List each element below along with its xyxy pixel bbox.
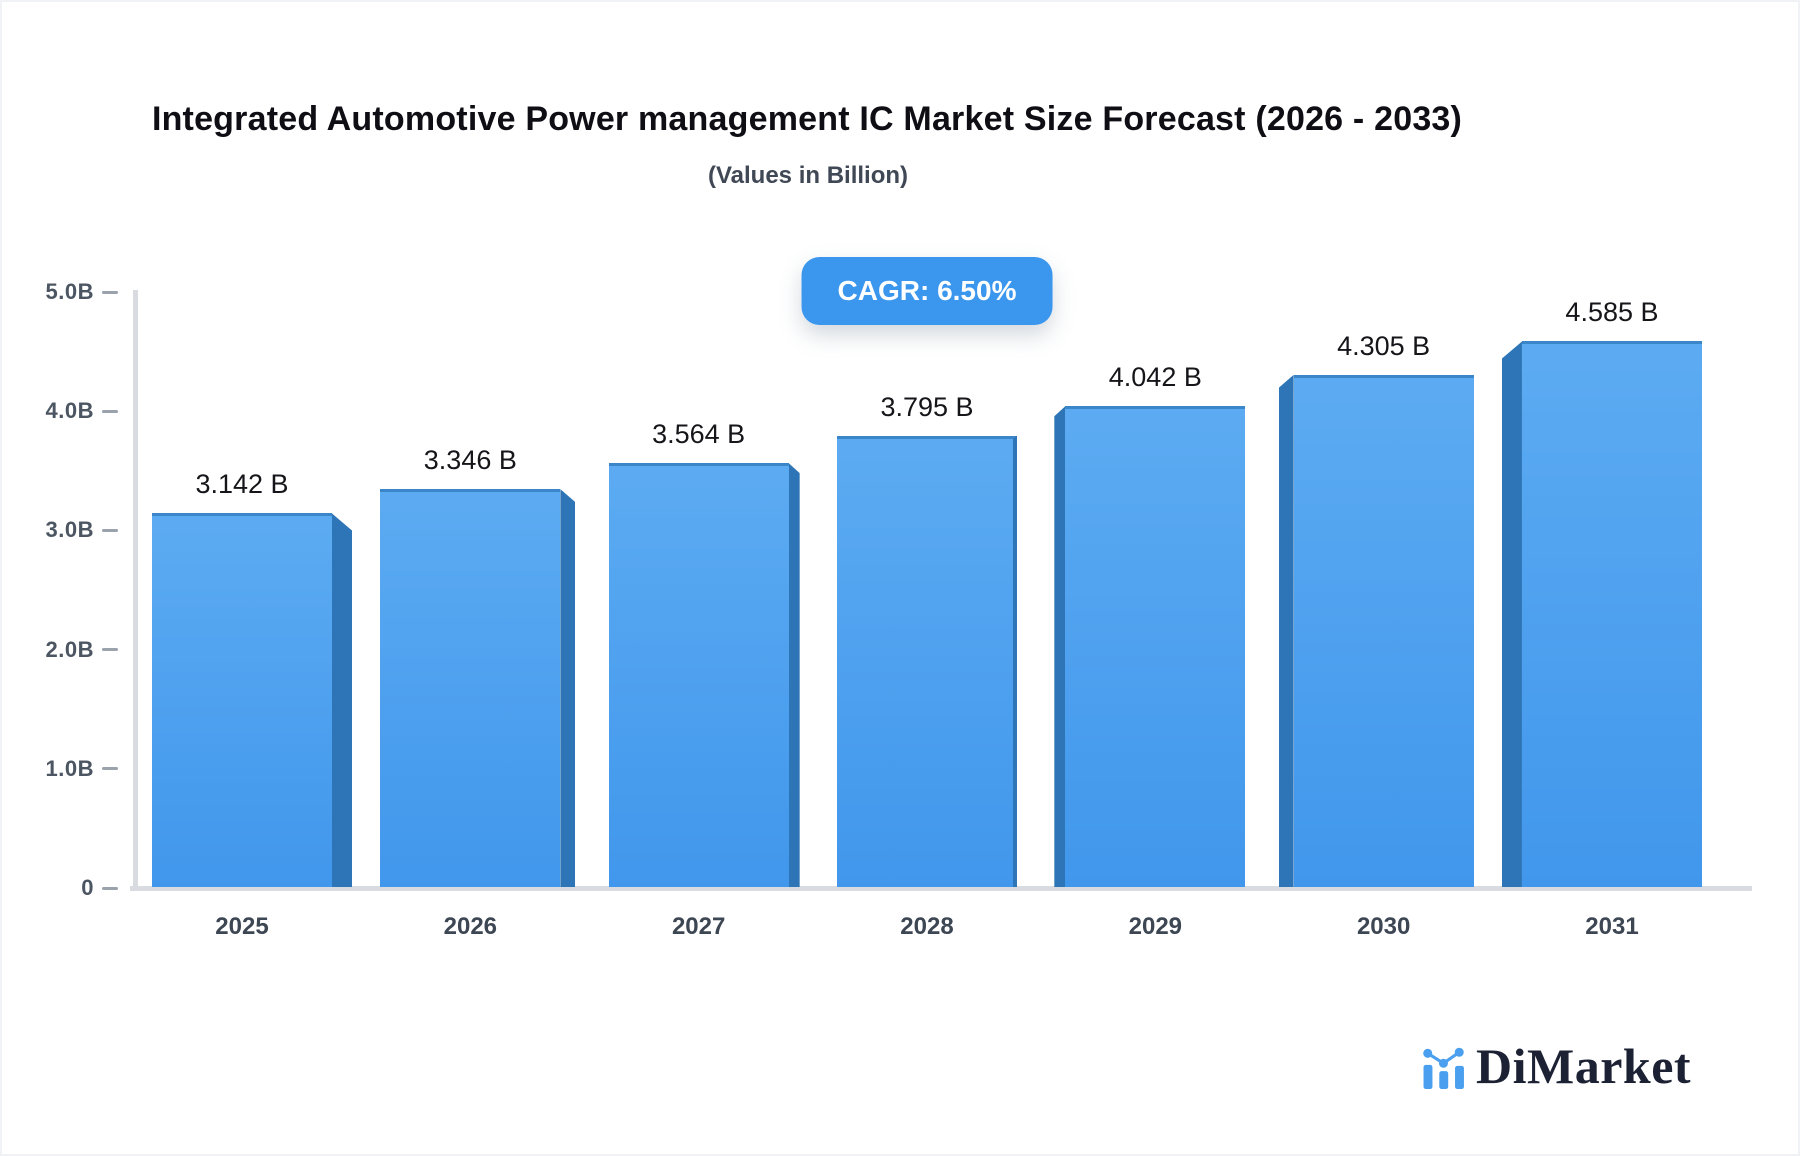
bar [608,463,789,887]
chart-subtitle: (Values in Billion) [707,162,909,189]
x-tick-label: 2030 [1356,913,1411,940]
y-axis-line [133,290,138,890]
x-tick-label: 2025 [215,913,269,940]
bar [152,513,332,887]
bar [1293,374,1474,887]
y-tick-label: 5.0B [45,279,94,304]
bar-value-label: 4.305 B [1337,330,1431,361]
bar [836,435,1017,887]
y-tick-label: 3.0B [45,517,94,543]
y-tick-mark [102,886,118,890]
y-tick-mark [102,409,118,413]
y-tick-mark [102,648,118,652]
y-tick-label: 0 [81,875,94,900]
x-tick-label: 2029 [1128,913,1183,940]
y-tick-mark [102,767,118,771]
bar-3d-side [332,513,352,887]
x-axis-baseline [130,886,1752,891]
bar [1521,341,1702,887]
bar-3d-side [560,489,576,887]
bar [1065,406,1246,887]
y-tick-mark [102,528,118,532]
y-tick-label: 1.0B [45,755,94,781]
bar-3d-side [1278,374,1294,887]
bar-3d-side [1501,341,1522,887]
bar-value-label: 3.564 B [652,419,746,450]
x-tick-label: 2026 [443,913,498,940]
y-tick-mark [102,290,118,294]
x-tick-label: 2027 [671,913,726,940]
dimarket-logo-text: DiMarket [1476,1038,1692,1094]
cagr-badge: CAGR: 6.50% [801,257,1053,325]
bar-value-label: 4.585 B [1565,297,1659,328]
bar-value-label: 3.142 B [195,469,289,500]
bar-value-label: 4.042 B [1108,362,1202,393]
y-tick-label: 4.0B [45,398,94,424]
x-tick-label: 2031 [1585,913,1639,940]
x-tick-label: 2028 [900,913,954,940]
bar-3d-side [788,463,800,887]
bar-3d-side [1054,406,1066,887]
y-tick-label: 2.0B [45,636,94,662]
bar-value-label: 3.795 B [880,391,974,422]
dimarket-logo: DiMarket [1423,1040,1691,1092]
bar-value-label: 3.346 B [423,445,517,476]
bar-chart-logo-icon [1423,1047,1464,1089]
bar [380,489,561,887]
chart-title: Integrated Automotive Power management I… [151,100,1463,138]
